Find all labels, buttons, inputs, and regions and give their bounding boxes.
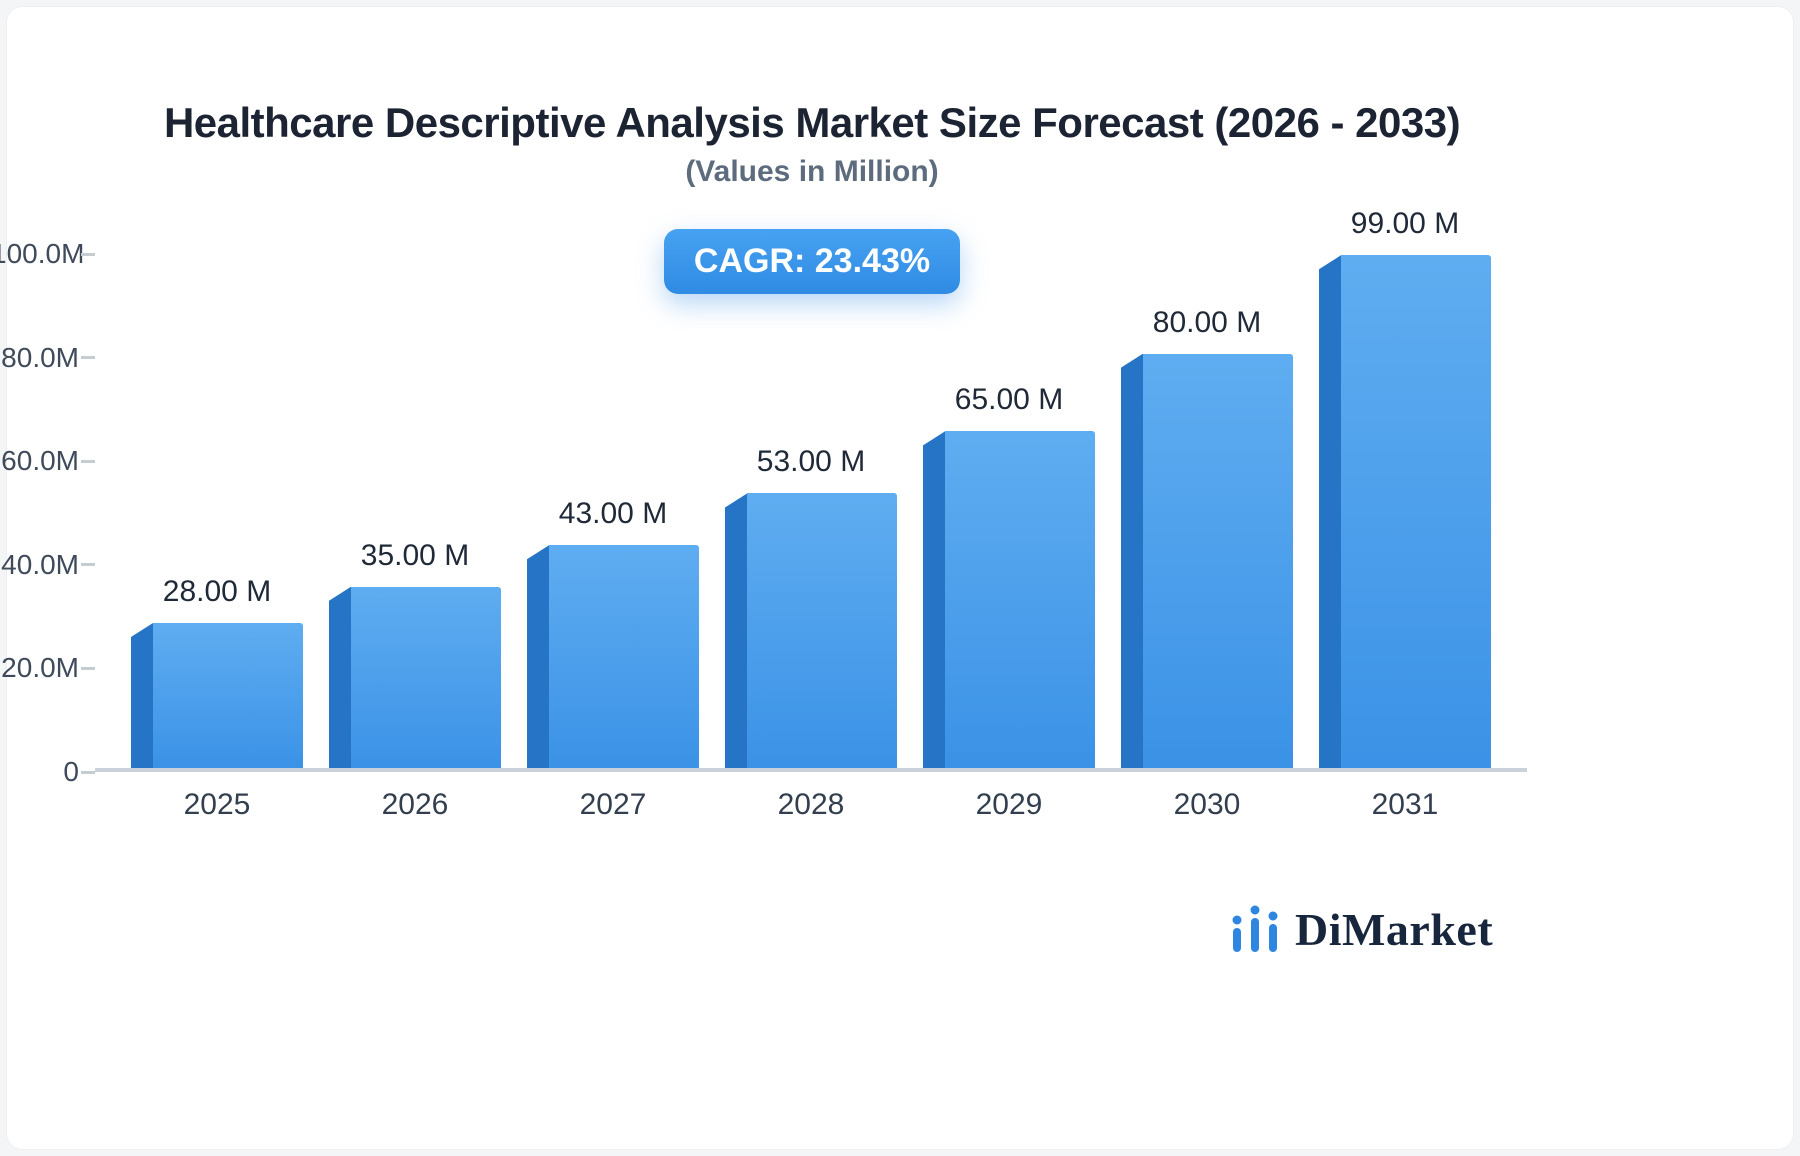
bar-2027 <box>527 545 699 768</box>
y-axis-tick-label: 100.0M <box>0 238 85 269</box>
bar-side-face <box>329 586 351 768</box>
bar-side-face <box>527 545 549 768</box>
bar-2028 <box>725 493 897 768</box>
bar-front-face <box>747 493 897 768</box>
y-axis-tick-mark <box>81 563 95 567</box>
y-axis-tick-mark <box>81 666 95 670</box>
chart-title: Healthcare Descriptive Analysis Market S… <box>163 99 1461 146</box>
y-axis-tick-mark <box>81 770 95 774</box>
x-axis-label: 2025 <box>183 788 251 821</box>
bar-value-label: 53.00 M <box>756 445 866 479</box>
bar-value-label: 80.00 M <box>1152 305 1262 339</box>
x-axis-label: 2030 <box>1173 788 1241 821</box>
bar-front-face <box>153 622 303 768</box>
bar-side-face <box>1121 353 1143 768</box>
chart-subtitle: (Values in Million) <box>685 155 939 188</box>
y-axis-tick-label: 60.0M <box>1 445 79 477</box>
y-axis-tick-label: 40.0M <box>1 548 79 580</box>
y-axis-tick-label: 0 <box>63 756 79 787</box>
bar-value-label: 35.00 M <box>360 538 470 572</box>
bar-front-face <box>549 545 699 768</box>
y-axis-tick-label: 80.0M <box>1 341 79 373</box>
x-axis-label: 2031 <box>1371 788 1439 821</box>
cagr-badge: CAGR: 23.43% <box>663 229 961 294</box>
x-axis-label: 2027 <box>579 788 647 821</box>
plot-area: 0 20.0M 40.0M 60.0M 80.0M 100.0M 28.00 M 2025 35… <box>0 207 1527 821</box>
bar-value-label: 65.00 M <box>954 383 1064 417</box>
bar-2031 <box>1319 255 1491 768</box>
x-axis-label: 2028 <box>777 788 845 821</box>
bar-front-face <box>945 431 1095 768</box>
chart-card: Healthcare Descriptive Analysis Market S… <box>0 6 1794 1150</box>
y-axis-tick-mark <box>81 459 95 463</box>
bar-2026 <box>329 586 501 768</box>
bar-2029 <box>923 431 1095 768</box>
bar-chart: 0 20.0M 40.0M 60.0M 80.0M 100.0M 28.00 M 2025 35… <box>0 207 1527 821</box>
bar-value-label: 43.00 M <box>558 497 668 531</box>
x-axis-label: 2026 <box>381 788 449 821</box>
y-axis-tick-label: 20.0M <box>1 652 79 684</box>
x-axis-label: 2029 <box>975 788 1043 821</box>
bar-side-face <box>923 431 945 768</box>
bar-2025 <box>131 622 303 768</box>
bar-2030 <box>1121 353 1293 768</box>
bar-side-face <box>131 622 153 768</box>
brand-logo: DiMarket <box>1229 903 1493 956</box>
bar-side-face <box>725 493 747 768</box>
chart-header: Healthcare Descriptive Analysis Market S… <box>7 7 1617 307</box>
bar-chart-icon <box>1229 904 1283 956</box>
bar-side-face <box>1319 255 1341 768</box>
y-axis-tick-mark <box>81 356 95 360</box>
bar-value-label: 28.00 M <box>162 574 272 608</box>
cagr-badge-row: CAGR: 23.43% <box>7 229 1617 294</box>
bar-value-label: 99.00 M <box>1350 207 1460 241</box>
bar-front-face <box>351 586 501 768</box>
bar-front-face <box>1143 353 1293 768</box>
y-axis-tick-mark <box>81 252 95 256</box>
bar-front-face <box>1341 255 1491 768</box>
brand-name: DiMarket <box>1295 904 1494 955</box>
